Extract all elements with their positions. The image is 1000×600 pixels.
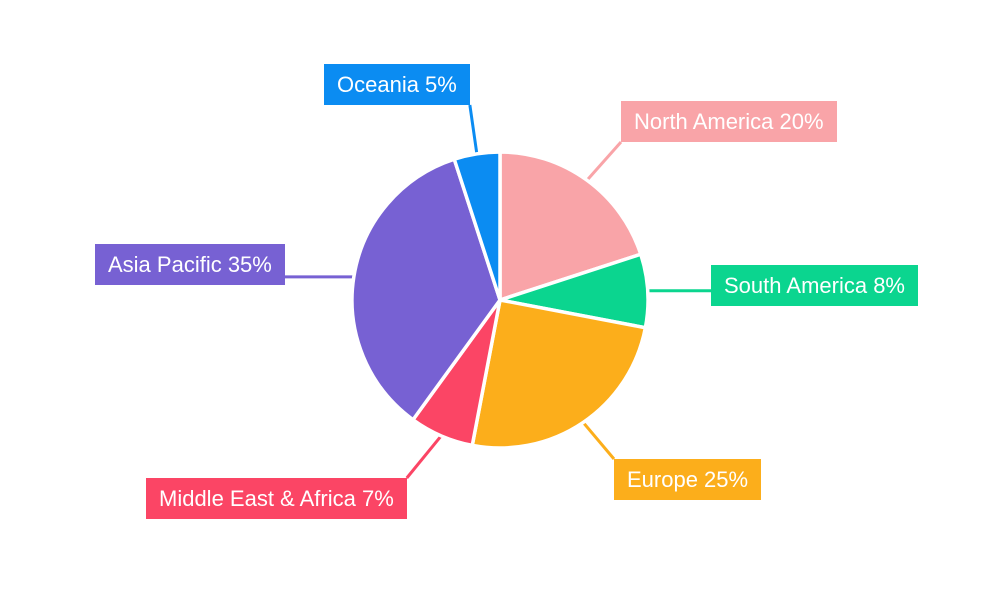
pie-slice-oceania[interactable] [452,150,502,302]
pie-label-europe: Europe 25% [614,459,762,500]
pie-slice-asia-pacific[interactable] [350,157,502,422]
pie-leader-line-oceania [468,104,479,155]
pie-leader-line-middle-east-africa [405,434,443,479]
pie-slice-europe[interactable] [470,298,648,450]
pie-leader-line-north-america [585,141,623,182]
pie-label-middle-east-africa: Middle East & Africa 7% [146,478,407,519]
pie-label-north-america: North America 20% [621,101,837,142]
pie-label-south-america: South America 8% [711,265,918,306]
pie-label-oceania: Oceania 5% [324,64,470,105]
pie-label-asia-pacific: Asia Pacific 35% [95,244,285,285]
pie-leader-line-europe [582,421,616,460]
pie-slice-north-america[interactable] [498,150,643,302]
